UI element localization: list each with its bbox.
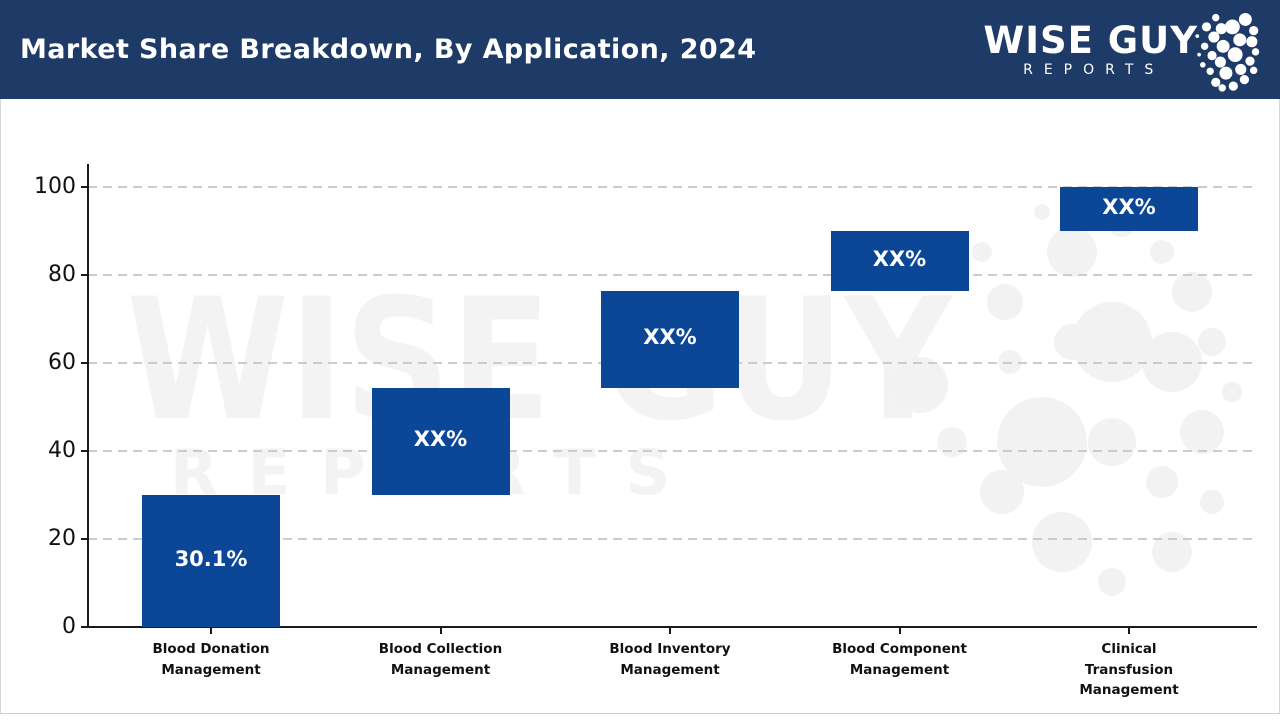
logo-head-icon: [1195, 12, 1260, 92]
x-tick: [439, 627, 442, 634]
x-axis-line: [87, 626, 1257, 628]
logo-wordmark: WISE GUY: [983, 19, 1198, 62]
category-label-line: Blood Component: [832, 641, 967, 657]
gridline-y40: [88, 450, 1256, 452]
y-tick: [81, 450, 88, 452]
bar-1: [142, 494, 280, 627]
y-tick-label: 80: [48, 262, 76, 287]
category-label-line: Clinical: [1101, 641, 1157, 657]
gridline-y100: [88, 186, 1256, 188]
category-label: Blood Collection Management: [331, 639, 551, 680]
bar-2: [371, 388, 510, 495]
category-label-line: Blood Donation: [152, 641, 270, 657]
category-label-line: Management: [161, 661, 261, 678]
y-tick: [81, 538, 88, 540]
category-label-line: Blood Inventory: [609, 641, 731, 657]
gridline-y80: [88, 274, 1256, 276]
y-tick: [81, 274, 88, 276]
y-tick-label: 100: [34, 174, 76, 199]
bar-3: [601, 290, 739, 389]
x-tick: [669, 627, 671, 634]
card-border-bottom: [0, 713, 1280, 714]
bar-4: [830, 231, 969, 291]
y-tick: [81, 626, 88, 628]
card-border-left: [0, 99, 1, 713]
gridline-y20: [88, 538, 1256, 540]
x-tick: [898, 627, 901, 634]
y-tick: [81, 186, 88, 188]
y-tick-label: 0: [62, 614, 76, 639]
category-label: Blood Component Management: [790, 639, 1010, 680]
category-label-line: Management: [1079, 682, 1179, 698]
bar-value-label: XX%: [872, 246, 927, 271]
y-axis-line: [87, 164, 89, 627]
y-tick: [81, 362, 88, 364]
category-label-line: Management: [849, 661, 950, 678]
bar-value-label: XX%: [1102, 195, 1156, 219]
bar-value-label: XX%: [643, 325, 697, 350]
header: Market Share Breakdown, By Application, …: [0, 0, 1280, 99]
x-tick: [1128, 627, 1130, 634]
bar-value-label: 30.1%: [174, 546, 248, 571]
logo-subtitle: REPORTS: [1023, 62, 1165, 78]
x-tick: [210, 627, 212, 634]
category-label-line: Management: [620, 661, 720, 678]
brand-logo: WISE GUY REPORTS: [983, 8, 1262, 92]
y-tick-label: 40: [48, 438, 76, 463]
y-tick-label: 20: [48, 526, 76, 551]
category-label-line: Management: [390, 661, 491, 678]
category-label-line: Blood Collection: [378, 641, 503, 657]
bar-value-label: XX%: [413, 427, 468, 452]
category-label: Clinical Transfusion Management: [1019, 639, 1239, 701]
logo-text: WISE GUY REPORTS: [983, 22, 1198, 77]
category-label: Blood Inventory Management: [560, 639, 780, 680]
category-label-line: Transfusion: [1084, 661, 1174, 678]
watermark-wordmark: WISE GUY: [126, 262, 952, 458]
page-title: Market Share Breakdown, By Application, …: [20, 34, 757, 65]
y-tick-label: 60: [48, 350, 76, 375]
bar-5: [1060, 187, 1198, 231]
category-label: Blood Donation Management: [101, 639, 321, 680]
